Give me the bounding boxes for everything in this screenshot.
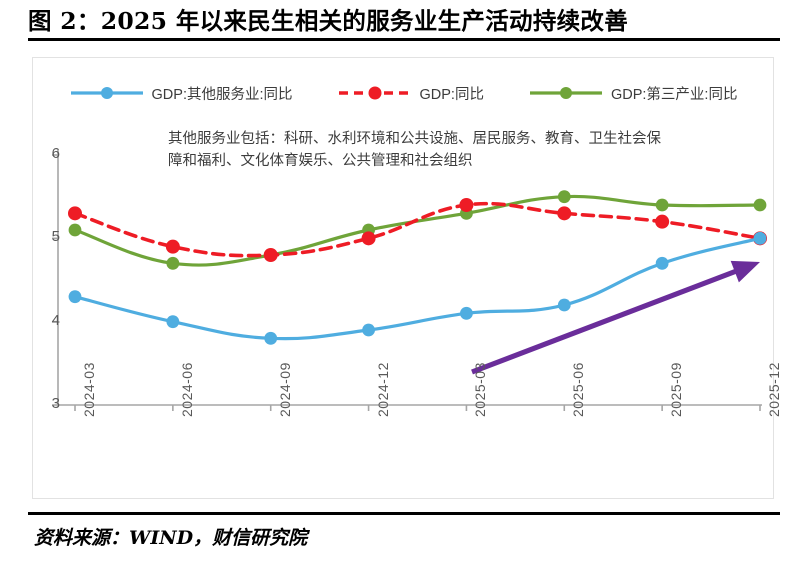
series-2 [68, 198, 767, 262]
axis-layer [52, 150, 762, 411]
data-point-marker [68, 206, 82, 221]
data-point-marker [460, 306, 473, 320]
series-line [73, 236, 762, 341]
data-point-marker [655, 256, 669, 270]
chart-legend: GDP:其他服务业:同比 GDP:同比 GDP:第三产业:同比 [33, 76, 773, 110]
y-axis-label: 5 [51, 228, 60, 246]
legend-item-gdp[interactable]: GDP:同比 [337, 83, 484, 104]
chart-plot-area [52, 150, 767, 411]
data-point-marker [459, 198, 474, 212]
y-axis-label: 4 [51, 311, 60, 329]
trend-arrow-head-icon [730, 260, 760, 283]
legend-label: GDP:其他服务业:同比 [151, 86, 293, 103]
data-point-marker [68, 290, 82, 304]
data-point-marker [557, 206, 572, 221]
data-point-marker [264, 331, 278, 345]
legend-swatch-solid-green-icon [528, 86, 604, 100]
chart-card [32, 57, 774, 499]
data-point-marker [655, 214, 670, 229]
x-axis-label: 2024-03 [81, 362, 97, 417]
data-point-marker [166, 315, 180, 329]
source-note: 资料来源：WIND，财信研究院 [34, 527, 308, 549]
x-axis-label: 2024-06 [178, 362, 195, 417]
x-axis-label: 2025-03 [472, 362, 489, 417]
page-title: 图 2：2025 年以来民生相关的服务业生产活动持续改善 [28, 7, 629, 35]
annotation-arrow-layer [471, 260, 760, 375]
legend-item-other-services[interactable]: GDP:其他服务业:同比 [69, 83, 293, 104]
legend-swatch-dashed-red-icon [337, 86, 413, 100]
x-axis-label: 2024-12 [374, 362, 391, 417]
data-point-marker [263, 248, 278, 262]
legend-swatch-solid-blue-icon [69, 86, 145, 100]
data-point-marker [753, 198, 767, 212]
y-axis-label: 3 [51, 395, 60, 412]
data-point-marker [557, 190, 571, 204]
data-point-marker [166, 256, 180, 270]
footer-divider [28, 512, 780, 515]
data-point-marker [753, 231, 767, 245]
data-point-marker [557, 298, 571, 312]
data-point-marker [362, 323, 375, 337]
data-point-marker [361, 231, 376, 246]
data-point-marker [68, 223, 82, 237]
title-divider [28, 38, 780, 41]
plot-note-text: 其他服务业包括：科研、水利环境和公共设施、居民服务、教育、卫生社会保障和福利、文… [168, 131, 661, 169]
x-axis-label: 2025-09 [668, 362, 685, 417]
x-axis-label: 2025-12 [766, 362, 782, 417]
legend-item-tertiary-industry[interactable]: GDP:第三产业:同比 [528, 83, 737, 104]
series-1 [68, 231, 767, 345]
data-point-marker [655, 198, 669, 212]
x-axis-label: 2025-06 [570, 362, 587, 417]
trend-arrow-shaft [471, 267, 742, 375]
data-point-marker [165, 239, 180, 254]
legend-label: GDP:第三产业:同比 [610, 86, 738, 103]
legend-label: GDP:同比 [419, 86, 484, 103]
y-axis-label: 6 [51, 145, 60, 162]
series-layer [68, 190, 767, 345]
title-bar: 图 2：2025 年以来民生相关的服务业生产活动持续改善 [0, 0, 807, 42]
x-axis-label: 2024-09 [276, 362, 293, 417]
